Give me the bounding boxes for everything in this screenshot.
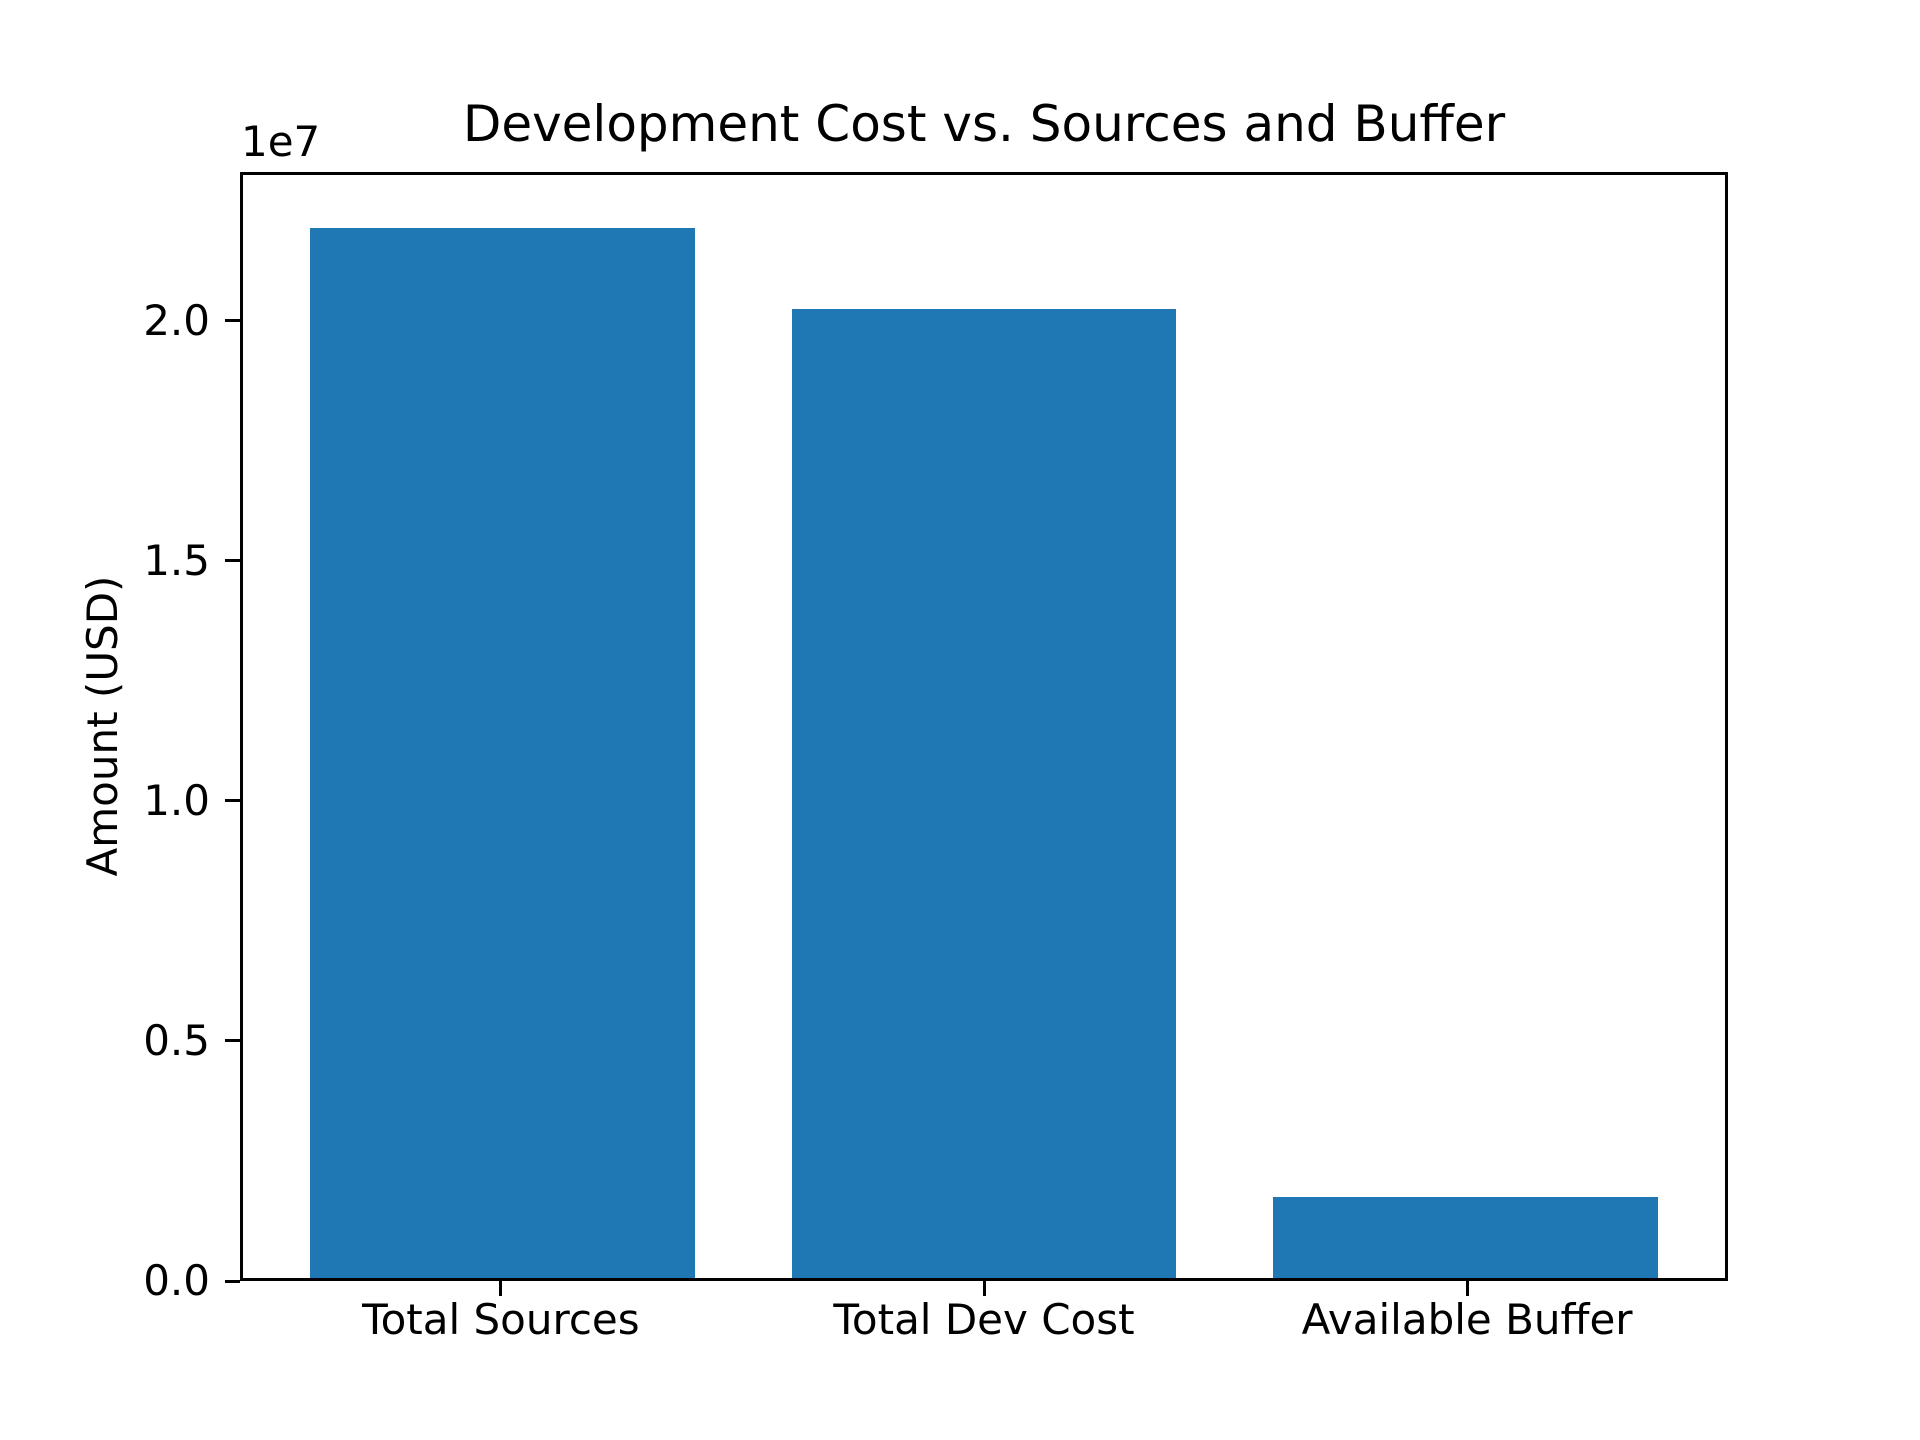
y-tick-mark-1.5 xyxy=(225,559,240,563)
y-axis-offset-text: 1e7 xyxy=(241,117,321,166)
bar-total-dev-cost xyxy=(791,308,1177,1278)
x-tick-label-total-sources: Total Sources xyxy=(362,1295,640,1344)
bar-total-sources xyxy=(310,227,696,1278)
x-tick-mark-total-dev-cost xyxy=(982,1281,986,1296)
y-tick-mark-0.0 xyxy=(225,1279,240,1283)
x-tick-mark-total-sources xyxy=(499,1281,503,1296)
y-tick-label-1.5: 1.5 xyxy=(143,535,210,585)
y-tick-mark-0.5 xyxy=(225,1039,240,1043)
bar-available-buffer xyxy=(1272,1196,1658,1278)
y-tick-label-0.0: 0.0 xyxy=(143,1256,210,1305)
y-tick-label-1.0: 1.0 xyxy=(143,775,210,825)
y-tick-mark-2.0 xyxy=(225,319,240,323)
chart-title: Development Cost vs. Sources and Buffer xyxy=(462,95,1506,153)
y-tick-label-2.0: 2.0 xyxy=(143,295,210,345)
x-tick-label-total-dev-cost: Total Dev Cost xyxy=(833,1295,1135,1344)
y-tick-mark-1.0 xyxy=(225,799,240,803)
plot-area xyxy=(240,172,1728,1281)
y-tick-label-0.5: 0.5 xyxy=(143,1015,210,1065)
x-tick-label-available-buffer: Available Buffer xyxy=(1301,1295,1633,1344)
x-tick-mark-available-buffer xyxy=(1465,1281,1469,1296)
